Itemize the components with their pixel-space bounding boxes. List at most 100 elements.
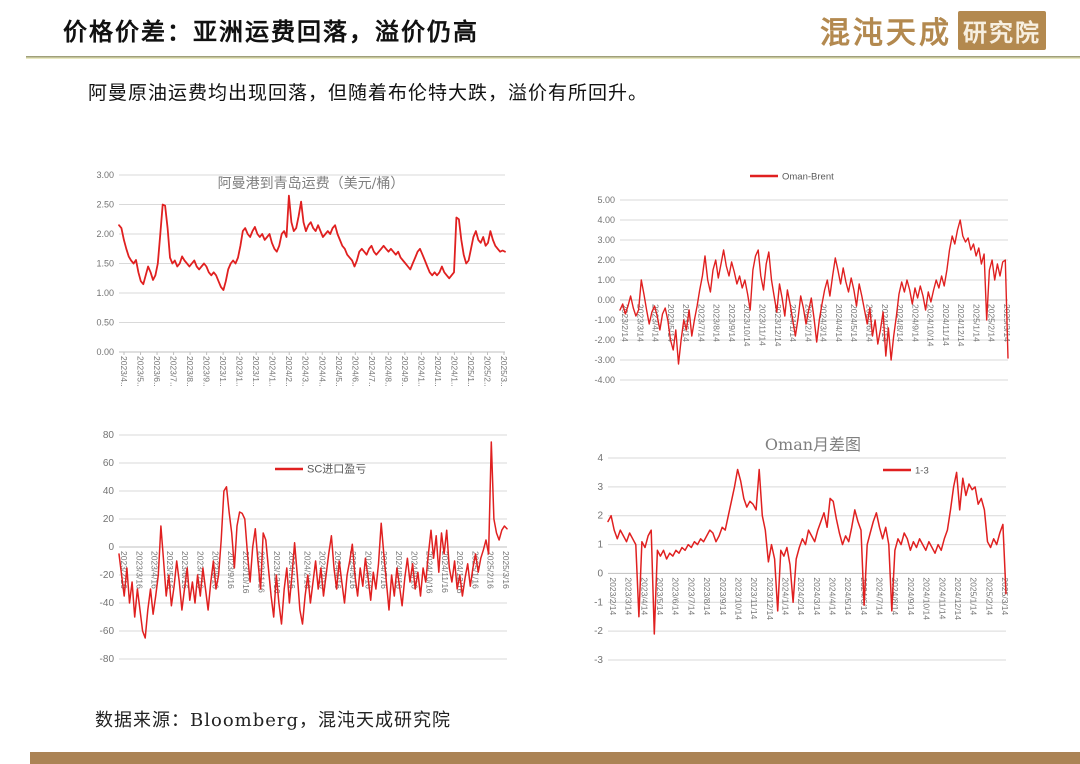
svg-text:2024/7/14: 2024/7/14 (875, 577, 885, 615)
svg-text:0: 0 (597, 568, 603, 579)
svg-text:2023/5/14: 2023/5/14 (655, 577, 665, 615)
svg-text:2023/2/14: 2023/2/14 (620, 304, 630, 342)
svg-text:0.00: 0.00 (96, 347, 114, 357)
svg-text:40: 40 (103, 486, 115, 497)
data-source-note: 数据来源：Bloomberg，混沌天成研究院 (95, 710, 452, 731)
svg-text:2025/2..: 2025/2.. (482, 356, 492, 387)
chart-oman-qingdao-freight: 3.00 2.50 2.00 1.50 1.00 0.50 0.00 2023/4.. 2023… (93, 162, 518, 414)
svg-text:2023/12/14: 2023/12/14 (773, 304, 783, 347)
svg-text:2024/7..: 2024/7.. (367, 356, 377, 387)
company-logo: 混沌天成 研究院 (820, 8, 1046, 52)
svg-text:2023/8/14: 2023/8/14 (702, 577, 712, 615)
svg-text:2023/11/14: 2023/11/14 (758, 304, 768, 346)
svg-text:SC进口盈亏: SC进口盈亏 (307, 463, 366, 476)
svg-text:2024/3/16: 2024/3/16 (318, 551, 328, 589)
svg-text:2023/3/14: 2023/3/14 (624, 577, 634, 615)
svg-text:-80: -80 (100, 654, 115, 665)
svg-text:0: 0 (108, 542, 114, 553)
svg-text:2023/6/14: 2023/6/14 (681, 304, 691, 342)
svg-text:2023/10/14: 2023/10/14 (742, 304, 752, 347)
svg-text:2024/10/16: 2024/10/16 (425, 551, 435, 594)
svg-text:60: 60 (103, 458, 115, 469)
chart-oman-brent: 5.00 4.00 3.00 2.00 1.00 0.00 -1.00 -2.00 -3.00 -… (592, 162, 1017, 414)
svg-text:2024/7/16: 2024/7/16 (379, 551, 389, 589)
svg-text:2023/9/14: 2023/9/14 (727, 304, 737, 342)
logo-text-main: 混沌天成 (820, 16, 952, 51)
svg-text:2024/6..: 2024/6.. (350, 356, 360, 387)
svg-text:2023/8/16: 2023/8/16 (211, 551, 221, 589)
svg-text:2024/1..: 2024/1.. (268, 356, 278, 387)
svg-text:2023/8..: 2023/8.. (185, 356, 195, 387)
svg-text:2025/1/14: 2025/1/14 (971, 304, 981, 342)
svg-text:Oman月差图: Oman月差图 (765, 435, 861, 454)
svg-text:2024/12/14: 2024/12/14 (953, 577, 963, 620)
slide-subtitle: 阿曼原油运费均出现回落，但随着布伦特大跌，溢价有所回升。 (88, 82, 649, 104)
svg-text:-2: -2 (594, 626, 603, 637)
svg-text:2025/3..: 2025/3.. (499, 356, 509, 387)
svg-text:2.00: 2.00 (597, 255, 615, 265)
svg-text:2024/7/14: 2024/7/14 (880, 304, 890, 342)
svg-text:2024/2/14: 2024/2/14 (796, 577, 806, 615)
svg-text:2023/6/14: 2023/6/14 (671, 577, 681, 615)
svg-text:2024/5/14: 2024/5/14 (849, 304, 859, 342)
svg-text:1.50: 1.50 (96, 259, 114, 269)
chart-oman-month-spread-canvas: 4 3 2 1 0 -1 -2 -3 2023/2/14 2023/3/14 2023/4/14 20… (594, 435, 1010, 666)
svg-text:-1: -1 (594, 597, 603, 608)
svg-text:2024/9/14: 2024/9/14 (906, 577, 916, 615)
svg-text:2024/1..: 2024/1.. (416, 356, 426, 387)
svg-text:-4.00: -4.00 (594, 375, 615, 385)
svg-text:80: 80 (103, 430, 115, 441)
svg-text:2024/1/14: 2024/1/14 (780, 577, 790, 615)
svg-text:2023/4..: 2023/4.. (119, 356, 129, 387)
svg-text:2025/1/14: 2025/1/14 (969, 577, 979, 615)
svg-text:2024/9/16: 2024/9/16 (409, 551, 419, 589)
chart-oman-month-spread: 4 3 2 1 0 -1 -2 -3 2023/2/14 2023/3/14 2023/4/14 20… (588, 428, 1018, 683)
svg-text:2024/5/16: 2024/5/16 (348, 551, 358, 589)
svg-text:2024/4/14: 2024/4/14 (834, 304, 844, 342)
svg-text:2023/7/16: 2023/7/16 (195, 551, 205, 589)
svg-text:2024/9/14: 2024/9/14 (910, 304, 920, 342)
svg-text:2025/3/16: 2025/3/16 (501, 551, 511, 589)
logo-text-box: 研究院 (958, 10, 1046, 50)
svg-text:3.00: 3.00 (96, 170, 114, 180)
svg-text:2023/7/14: 2023/7/14 (686, 577, 696, 615)
svg-text:1: 1 (597, 540, 603, 551)
svg-text:2.50: 2.50 (96, 200, 114, 210)
svg-text:2025/2/14: 2025/2/14 (984, 577, 994, 615)
svg-text:2024/10/14: 2024/10/14 (926, 304, 936, 347)
chart-sc-import-pnl-canvas: 80 60 40 20 0 -20 -40 -60 -80 2023/2/16 2023/3/16 2… (100, 430, 511, 665)
svg-text:3.00: 3.00 (597, 235, 615, 245)
svg-text:2024/4..: 2024/4.. (317, 356, 327, 387)
svg-text:2023/12/14: 2023/12/14 (765, 577, 775, 620)
svg-text:-40: -40 (100, 598, 115, 609)
page-title: 价格价差：亚洲运费回落，溢价仍高 (63, 17, 479, 46)
svg-text:1.00: 1.00 (96, 288, 114, 298)
svg-text:2023/5/14: 2023/5/14 (666, 304, 676, 342)
svg-text:2024/6/16: 2024/6/16 (363, 551, 373, 589)
svg-text:2024/3..: 2024/3.. (301, 356, 311, 387)
svg-text:Oman-Brent: Oman-Brent (782, 172, 834, 183)
svg-text:2024/2..: 2024/2.. (284, 356, 294, 387)
svg-text:2024/5..: 2024/5.. (334, 356, 344, 387)
svg-text:2024/8/16: 2024/8/16 (394, 551, 404, 589)
svg-text:2024/8/14: 2024/8/14 (890, 577, 900, 615)
svg-text:2024/5/14: 2024/5/14 (843, 577, 853, 615)
svg-text:2023/12/16: 2023/12/16 (272, 551, 282, 594)
svg-text:2023/2/14: 2023/2/14 (608, 577, 618, 615)
svg-text:20: 20 (103, 514, 115, 525)
svg-text:2.00: 2.00 (96, 229, 114, 239)
svg-text:1.00: 1.00 (597, 275, 615, 285)
svg-text:5.00: 5.00 (597, 195, 615, 205)
svg-text:-3.00: -3.00 (594, 355, 615, 365)
svg-text:2023/3/14: 2023/3/14 (635, 304, 645, 342)
svg-text:2025/2/16: 2025/2/16 (486, 551, 496, 589)
svg-text:2023/7..: 2023/7.. (169, 356, 179, 387)
svg-text:2024/1..: 2024/1.. (433, 356, 443, 387)
svg-text:2024/9..: 2024/9.. (400, 356, 410, 387)
svg-text:2023/4/14: 2023/4/14 (651, 304, 661, 342)
svg-text:2023/6..: 2023/6.. (152, 356, 162, 387)
svg-text:2024/3/14: 2024/3/14 (819, 304, 829, 342)
svg-text:阿曼港到青岛运费（美元/桶）: 阿曼港到青岛运费（美元/桶） (218, 176, 405, 192)
svg-text:2023/9..: 2023/9.. (202, 356, 212, 387)
svg-text:2024/12/16: 2024/12/16 (455, 551, 465, 594)
